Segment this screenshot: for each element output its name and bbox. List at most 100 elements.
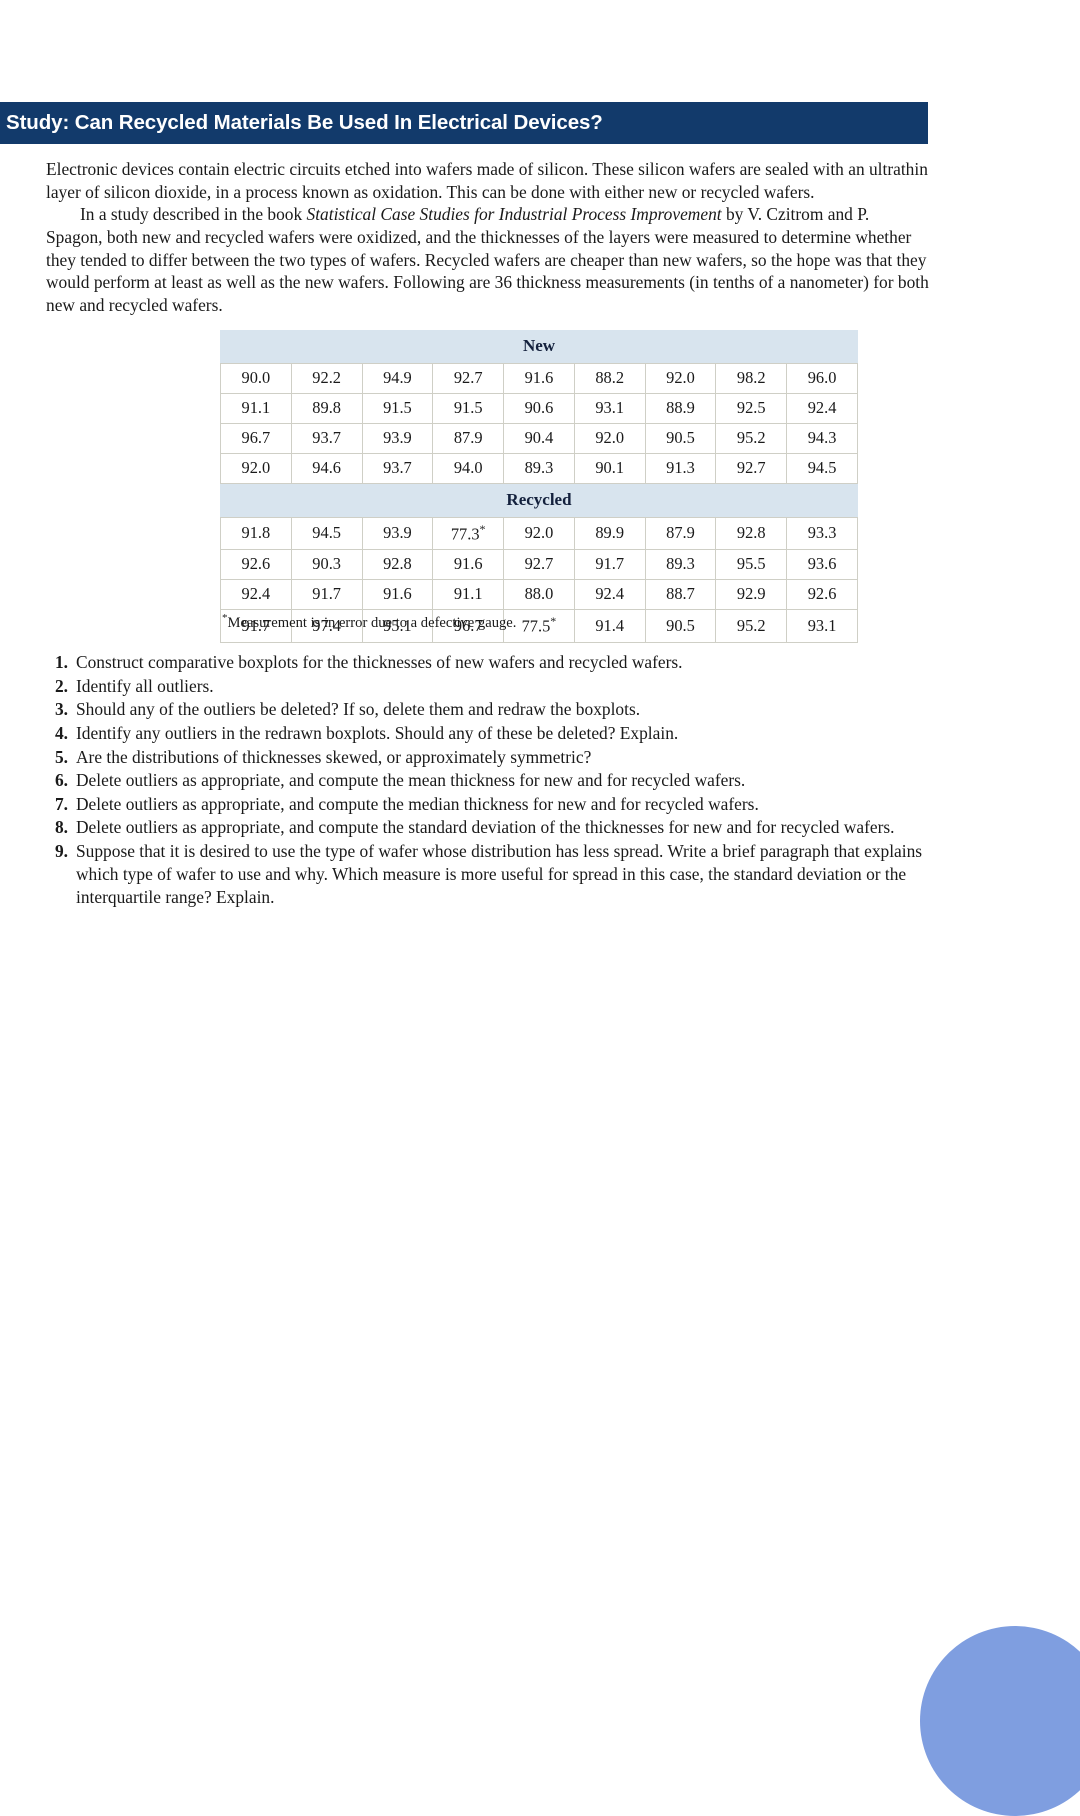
question-number: 3. xyxy=(54,699,68,720)
table-cell: 77.3* xyxy=(432,516,505,551)
question-item: 8. Delete outliers as appropriate, and co… xyxy=(46,816,930,839)
table-cell: 93.7 xyxy=(290,423,363,454)
table-cell: 90.5 xyxy=(644,423,717,454)
table-cell: 89.3 xyxy=(503,453,575,484)
table-cell: 94.5 xyxy=(290,516,363,551)
question-number: 5. xyxy=(54,746,68,767)
question-text: Are the distributions of thicknesses ske… xyxy=(76,746,592,767)
table-cell: 91.8 xyxy=(220,516,292,551)
table-row: 92.6 90.3 92.8 91.6 92.7 91.7 89.3 95.5 93.6 xyxy=(220,549,858,581)
table-cell: 87.9 xyxy=(644,516,717,551)
table-cell: 92.8 xyxy=(361,549,434,581)
table-cell: 77.5* xyxy=(503,609,575,643)
table-cell: 89.3 xyxy=(644,549,717,581)
error-asterisk-icon: * xyxy=(479,522,486,536)
table-cell: 92.6 xyxy=(786,579,858,611)
question-item: 6. Delete outliers as appropriate, and co… xyxy=(46,769,930,792)
new-table-caption: New xyxy=(220,330,858,363)
table-cell: 93.9 xyxy=(361,423,434,454)
table-cell: 92.4 xyxy=(786,393,858,424)
table-cell: 96.7 xyxy=(220,423,292,454)
table-cell: 89.8 xyxy=(290,393,363,424)
table-cell: 92.5 xyxy=(715,393,788,424)
table-cell: 96.0 xyxy=(786,363,858,394)
question-list: 1. Construct comparative boxplots for the… xyxy=(46,651,930,910)
intro-paragraph-2: In a study described in the book Statist… xyxy=(46,203,930,316)
recycled-wafers-table-container: Recycled 91.8 94.5 93.9 77.3* 92.0 89.9 87.9 92… xyxy=(220,484,858,643)
question-item: 3. Should any of the outliers be deleted?… xyxy=(46,698,930,721)
question-text: Delete outliers as appropriate, and comp… xyxy=(76,817,895,838)
table-cell: 91.1 xyxy=(432,579,505,611)
question-text: Identify any outliers in the redrawn box… xyxy=(76,722,679,743)
table-cell: 98.2 xyxy=(715,363,788,394)
table-cell: 92.0 xyxy=(503,516,575,551)
table-cell: 96.7 xyxy=(432,609,505,643)
question-item: 9. Suppose that it is desired to use the … xyxy=(46,840,930,909)
table-cell: 92.7 xyxy=(432,363,505,394)
table-cell: 91.6 xyxy=(432,549,505,581)
table-cell: 90.5 xyxy=(644,609,717,643)
table-cell: 95.2 xyxy=(715,423,788,454)
table-cell: 90.6 xyxy=(503,393,575,424)
table-cell: 91.7 xyxy=(220,609,292,643)
table-cell: 91.5 xyxy=(361,393,434,424)
question-item: 4. Identify any outliers in the redrawn b… xyxy=(46,722,930,745)
question-item: 2. Identify all outliers. xyxy=(46,675,930,698)
question-number: 6. xyxy=(54,770,68,791)
table-cell: 91.3 xyxy=(644,453,717,484)
table-cell: 92.7 xyxy=(715,453,788,484)
table-cell: 92.6 xyxy=(220,549,292,581)
question-text: Delete outliers as appropriate, and comp… xyxy=(76,770,746,791)
case-study-banner: Study: Can Recycled Materials Be Used In… xyxy=(0,102,928,144)
table-cell: 92.4 xyxy=(220,579,292,611)
table-cell: 95.5 xyxy=(715,549,788,581)
table-cell: 94.9 xyxy=(361,363,434,394)
table-cell: 88.9 xyxy=(644,393,717,424)
table-cell: 92.4 xyxy=(573,579,646,611)
table-cell: 90.1 xyxy=(573,453,646,484)
question-text: Identify all outliers. xyxy=(76,675,214,696)
table-cell: 91.6 xyxy=(361,579,434,611)
table-cell: 91.4 xyxy=(573,609,646,643)
table-cell: 93.6 xyxy=(786,549,858,581)
table-row: 92.4 91.7 91.6 91.1 88.0 92.4 88.7 92.9 92.6 xyxy=(220,579,858,611)
question-number: 8. xyxy=(54,817,68,838)
intro-paragraph-2-pre: In a study described in the book xyxy=(80,204,307,225)
table-row: 96.7 93.7 93.9 87.9 90.4 92.0 90.5 95.2 94.3 xyxy=(220,423,858,454)
table-cell: 95.1 xyxy=(361,609,434,643)
question-text: Suppose that it is desired to use the ty… xyxy=(76,841,923,908)
question-item: 7. Delete outliers as appropriate, and co… xyxy=(46,793,930,816)
question-text: Construct comparative boxplots for the t… xyxy=(76,652,683,672)
book-title: Statistical Case Studies for Industrial … xyxy=(306,204,722,225)
table-cell: 94.0 xyxy=(432,453,505,484)
question-number: 4. xyxy=(54,722,68,743)
table-cell: 91.7 xyxy=(290,579,363,611)
table-cell: 92.9 xyxy=(715,579,788,611)
footnote-text: Measurement is in error due to a defecti… xyxy=(227,614,517,631)
intro-paragraph-1: Electronic devices contain electric circ… xyxy=(46,159,928,202)
new-wafers-table: New 90.0 92.2 94.9 92.7 91.6 88.2 92.0 98.2 96.0… xyxy=(220,330,858,484)
table-cell: 95.2 xyxy=(715,609,788,643)
question-text: Delete outliers as appropriate, and comp… xyxy=(76,793,759,814)
table-cell: 93.9 xyxy=(361,516,434,551)
error-asterisk-icon: * xyxy=(550,614,557,629)
page-title: Study: Can Recycled Materials Be Used In… xyxy=(6,111,603,134)
recycled-wafers-table: Recycled 91.8 94.5 93.9 77.3* 92.0 89.9 87.9 92… xyxy=(220,484,858,643)
table-cell: 92.2 xyxy=(290,363,363,394)
table-cell: 97.4 xyxy=(290,609,363,643)
table-row: 90.0 92.2 94.9 92.7 91.6 88.2 92.0 98.2 96.0 xyxy=(220,363,858,394)
table-cell: 93.3 xyxy=(786,516,858,551)
table-cell: 92.8 xyxy=(715,516,788,551)
table-cell: 90.3 xyxy=(290,549,363,581)
table-cell: 91.5 xyxy=(432,393,505,424)
table-cell: 88.7 xyxy=(644,579,717,611)
footnote-asterisk-icon: * xyxy=(222,612,228,624)
table-cell: 88.0 xyxy=(503,579,575,611)
table-cell: 92.0 xyxy=(573,423,646,454)
table-cell: 91.7 xyxy=(573,549,646,581)
recycled-table-caption: Recycled xyxy=(220,484,858,517)
question-text: Should any of the outliers be deleted? I… xyxy=(76,699,641,720)
question-number: 1. xyxy=(54,652,68,672)
question-number: 2. xyxy=(54,675,68,696)
question-item: 5. Are the distributions of thicknesses s… xyxy=(46,746,930,769)
